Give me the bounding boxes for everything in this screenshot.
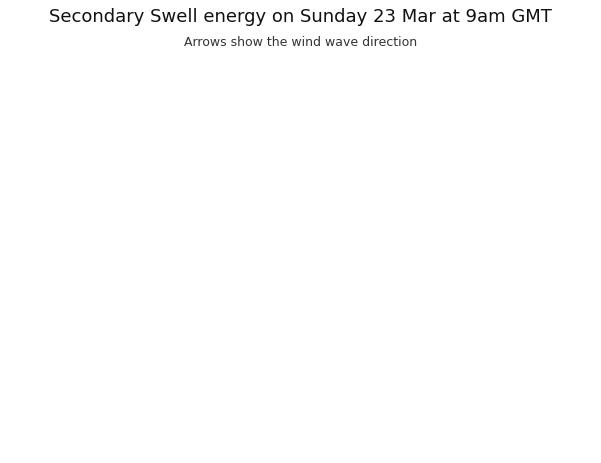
Text: Install cartopy for proper map rendering: Install cartopy for proper map rendering [160,251,441,265]
Text: Secondary Swell energy on Sunday 23 Mar at 9am GMT: Secondary Swell energy on Sunday 23 Mar … [49,8,552,26]
Text: Arrows show the wind wave direction: Arrows show the wind wave direction [184,36,417,49]
